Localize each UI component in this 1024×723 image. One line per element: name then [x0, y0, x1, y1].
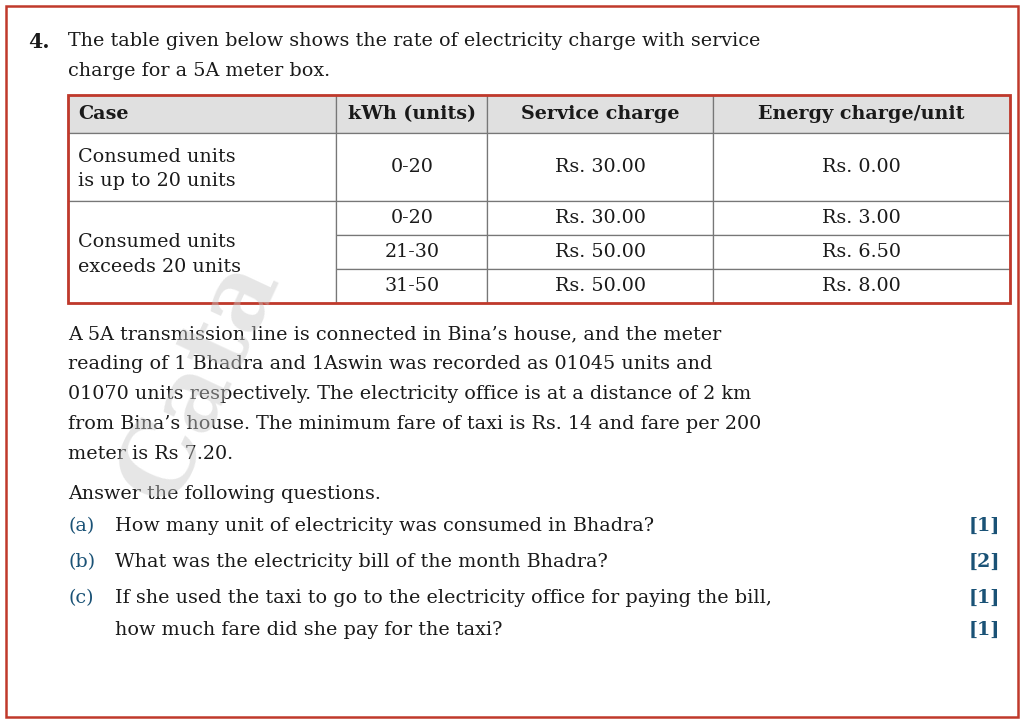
Text: reading of 1 Bhadra and 1Aswin was recorded as 01045 units and: reading of 1 Bhadra and 1Aswin was recor…: [68, 355, 713, 373]
Bar: [68, 201, 337, 303]
Text: Rs. 50.00: Rs. 50.00: [555, 277, 646, 295]
Bar: [68, 95, 1010, 303]
Text: Rs. 30.00: Rs. 30.00: [555, 209, 646, 227]
Text: What was the electricity bill of the month Bhadra?: What was the electricity bill of the mon…: [115, 553, 608, 571]
Text: meter is Rs 7.20.: meter is Rs 7.20.: [68, 445, 233, 463]
Bar: [487, 235, 714, 269]
Text: The table given below shows the rate of electricity charge with service: The table given below shows the rate of …: [68, 32, 761, 50]
Bar: [337, 235, 487, 269]
Bar: [487, 201, 714, 235]
Bar: [714, 269, 1010, 303]
Text: 01070 units respectively. The electricity office is at a distance of 2 km: 01070 units respectively. The electricit…: [68, 385, 752, 403]
Text: If she used the taxi to go to the electricity office for paying the bill,: If she used the taxi to go to the electr…: [115, 589, 772, 607]
Text: Case: Case: [78, 105, 128, 123]
Text: [1]: [1]: [969, 621, 1000, 639]
Text: Consumed units: Consumed units: [78, 147, 236, 166]
Text: 0-20: 0-20: [390, 209, 433, 227]
Text: from Bina’s house. The minimum fare of taxi is Rs. 14 and fare per 200: from Bina’s house. The minimum fare of t…: [68, 415, 761, 433]
Bar: [487, 269, 714, 303]
Text: Energy charge/unit: Energy charge/unit: [759, 105, 965, 123]
Bar: [714, 235, 1010, 269]
Text: 4.: 4.: [28, 32, 49, 52]
Text: (c): (c): [68, 589, 93, 607]
Text: [1]: [1]: [969, 589, 1000, 607]
Text: Rs. 8.00: Rs. 8.00: [822, 277, 901, 295]
Bar: [487, 133, 714, 201]
Text: Rs. 3.00: Rs. 3.00: [822, 209, 901, 227]
Text: Rs. 0.00: Rs. 0.00: [822, 158, 901, 176]
Text: how much fare did she pay for the taxi?: how much fare did she pay for the taxi?: [115, 621, 503, 639]
Text: is up to 20 units: is up to 20 units: [78, 171, 236, 189]
Text: How many unit of electricity was consumed in Bhadra?: How many unit of electricity was consume…: [115, 517, 654, 535]
Text: Consumed units: Consumed units: [78, 233, 236, 251]
Text: [1]: [1]: [969, 517, 1000, 535]
Bar: [714, 201, 1010, 235]
Text: A 5A transmission line is connected in Bina’s house, and the meter: A 5A transmission line is connected in B…: [68, 325, 721, 343]
Text: Cata: Cata: [102, 244, 298, 516]
Bar: [337, 269, 487, 303]
Text: Rs. 30.00: Rs. 30.00: [555, 158, 646, 176]
Bar: [68, 95, 337, 133]
Text: charge for a 5A meter box.: charge for a 5A meter box.: [68, 62, 330, 80]
Text: 21-30: 21-30: [384, 243, 439, 261]
Bar: [337, 133, 487, 201]
Text: Service charge: Service charge: [521, 105, 680, 123]
Text: 31-50: 31-50: [384, 277, 439, 295]
Text: 0-20: 0-20: [390, 158, 433, 176]
Text: Rs. 6.50: Rs. 6.50: [822, 243, 901, 261]
Bar: [68, 133, 337, 201]
Text: exceeds 20 units: exceeds 20 units: [78, 258, 241, 276]
Bar: [337, 201, 487, 235]
Bar: [714, 133, 1010, 201]
Text: Answer the following questions.: Answer the following questions.: [68, 485, 381, 503]
Bar: [337, 95, 487, 133]
Bar: [714, 95, 1010, 133]
Text: (b): (b): [68, 553, 95, 571]
Text: [2]: [2]: [969, 553, 1000, 571]
Text: Rs. 50.00: Rs. 50.00: [555, 243, 646, 261]
Text: kWh (units): kWh (units): [348, 105, 476, 123]
Text: (a): (a): [68, 517, 94, 535]
Bar: [487, 95, 714, 133]
